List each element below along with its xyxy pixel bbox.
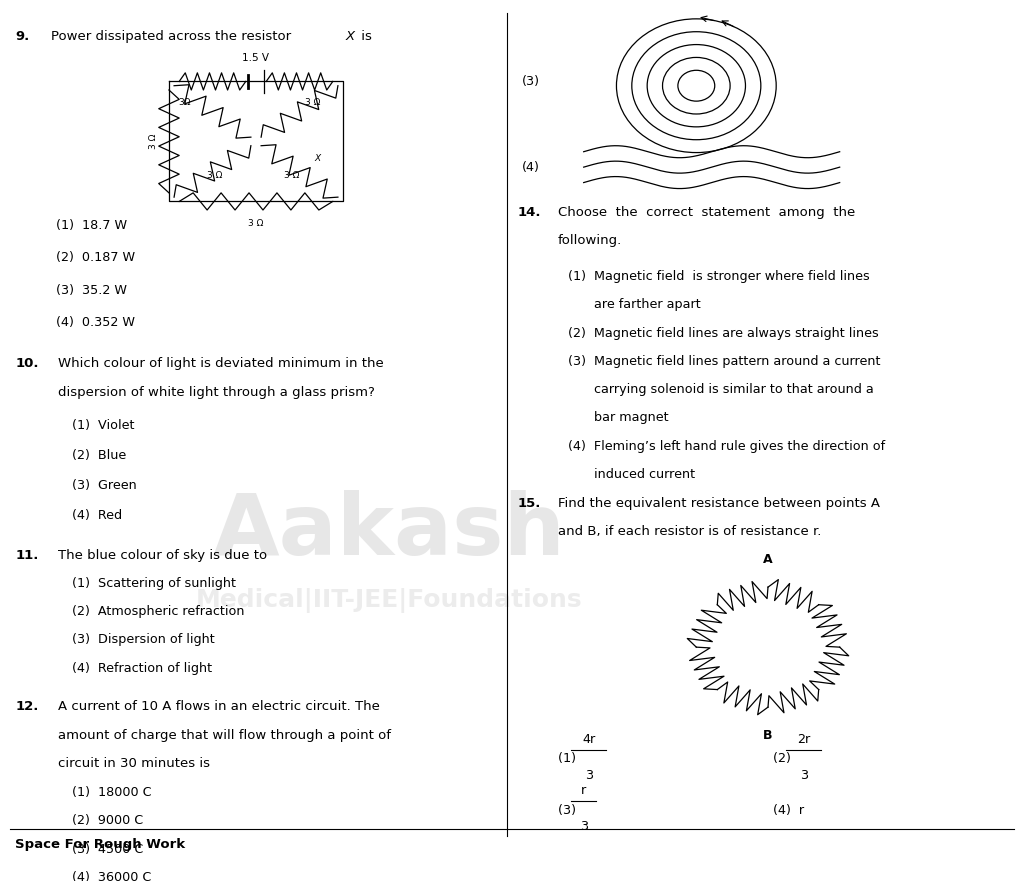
Text: amount of charge that will flow through a point of: amount of charge that will flow through …	[58, 729, 391, 742]
Text: induced current: induced current	[594, 468, 695, 481]
Text: (4)  0.352 W: (4) 0.352 W	[56, 316, 135, 329]
Text: 3Ω: 3Ω	[178, 99, 190, 107]
Text: (4): (4)	[522, 160, 540, 174]
Text: 3 Ω: 3 Ω	[248, 218, 264, 227]
Text: 3 Ω: 3 Ω	[150, 134, 158, 149]
Text: (3): (3)	[558, 803, 584, 817]
Text: 3 Ω: 3 Ω	[207, 171, 223, 181]
Text: Find the equivalent resistance between points A: Find the equivalent resistance between p…	[558, 497, 880, 510]
Text: 3: 3	[585, 769, 593, 781]
Text: 9.: 9.	[15, 30, 30, 43]
Text: 3: 3	[800, 769, 808, 781]
Text: Aakash: Aakash	[213, 490, 565, 573]
Text: (2)  Magnetic field lines are always straight lines: (2) Magnetic field lines are always stra…	[568, 327, 879, 339]
Text: (4)  36000 C: (4) 36000 C	[72, 870, 152, 881]
Text: (4)  r: (4) r	[773, 803, 804, 817]
Text: Which colour of light is deviated minimum in the: Which colour of light is deviated minimu…	[58, 358, 384, 370]
Text: (2)  9000 C: (2) 9000 C	[72, 814, 143, 827]
Text: (1): (1)	[558, 752, 584, 765]
Text: carrying solenoid is similar to that around a: carrying solenoid is similar to that aro…	[594, 383, 873, 396]
Text: (4)  Refraction of light: (4) Refraction of light	[72, 662, 212, 675]
Text: B: B	[763, 729, 773, 742]
Text: Choose  the  correct  statement  among  the: Choose the correct statement among the	[558, 206, 855, 218]
Text: circuit in 30 minutes is: circuit in 30 minutes is	[58, 757, 210, 770]
Text: 3: 3	[580, 820, 588, 833]
Text: X: X	[345, 30, 354, 43]
Text: bar magnet: bar magnet	[594, 411, 669, 425]
Text: (3)  Green: (3) Green	[72, 479, 136, 492]
Text: 3 Ω: 3 Ω	[304, 99, 321, 107]
Text: 14.: 14.	[517, 206, 541, 218]
Text: (1)  Magnetic field  is stronger where field lines: (1) Magnetic field is stronger where fie…	[568, 270, 870, 283]
Text: (3)  Dispersion of light: (3) Dispersion of light	[72, 633, 214, 647]
Text: (2): (2)	[773, 752, 799, 765]
Text: 4r: 4r	[583, 733, 595, 745]
Text: (3)  Magnetic field lines pattern around a current: (3) Magnetic field lines pattern around …	[568, 355, 881, 368]
Text: (2)  Blue: (2) Blue	[72, 449, 126, 463]
Text: are farther apart: are farther apart	[594, 299, 700, 311]
Text: (3): (3)	[522, 75, 541, 88]
Text: (2)  Atmospheric refraction: (2) Atmospheric refraction	[72, 605, 244, 618]
Text: A current of 10 A flows in an electric circuit. The: A current of 10 A flows in an electric c…	[58, 700, 380, 714]
Text: (1)  Scattering of sunlight: (1) Scattering of sunlight	[72, 577, 236, 590]
Text: dispersion of white light through a glass prism?: dispersion of white light through a glas…	[58, 386, 375, 399]
Text: 1.5 V: 1.5 V	[243, 53, 269, 63]
Text: X: X	[314, 154, 321, 163]
Text: 3 Ω: 3 Ω	[284, 171, 300, 181]
Text: r: r	[581, 784, 587, 797]
Text: (1)  18000 C: (1) 18000 C	[72, 786, 152, 799]
Text: 11.: 11.	[15, 550, 39, 562]
Text: (3)  35.2 W: (3) 35.2 W	[56, 284, 127, 297]
Text: (2)  0.187 W: (2) 0.187 W	[56, 251, 135, 264]
Text: and B, if each resistor is of resistance r.: and B, if each resistor is of resistance…	[558, 525, 821, 538]
Text: A: A	[763, 552, 773, 566]
Text: (1)  18.7 W: (1) 18.7 W	[56, 218, 127, 232]
Text: following.: following.	[558, 234, 623, 247]
Text: 10.: 10.	[15, 358, 39, 370]
Text: (1)  Violet: (1) Violet	[72, 419, 134, 433]
Text: 12.: 12.	[15, 700, 39, 714]
Text: 15.: 15.	[517, 497, 541, 510]
Text: The blue colour of sky is due to: The blue colour of sky is due to	[58, 550, 267, 562]
Text: Space For Rough Work: Space For Rough Work	[15, 839, 185, 851]
Text: is: is	[357, 30, 373, 43]
Text: (3)  4500 C: (3) 4500 C	[72, 842, 143, 855]
Text: (4)  Red: (4) Red	[72, 509, 122, 522]
Text: Power dissipated across the resistor: Power dissipated across the resistor	[51, 30, 296, 43]
Text: Medical|IIT-JEE|Foundations: Medical|IIT-JEE|Foundations	[196, 588, 583, 612]
Text: (4)  Fleming’s left hand rule gives the direction of: (4) Fleming’s left hand rule gives the d…	[568, 440, 886, 453]
Text: 2r: 2r	[798, 733, 810, 745]
